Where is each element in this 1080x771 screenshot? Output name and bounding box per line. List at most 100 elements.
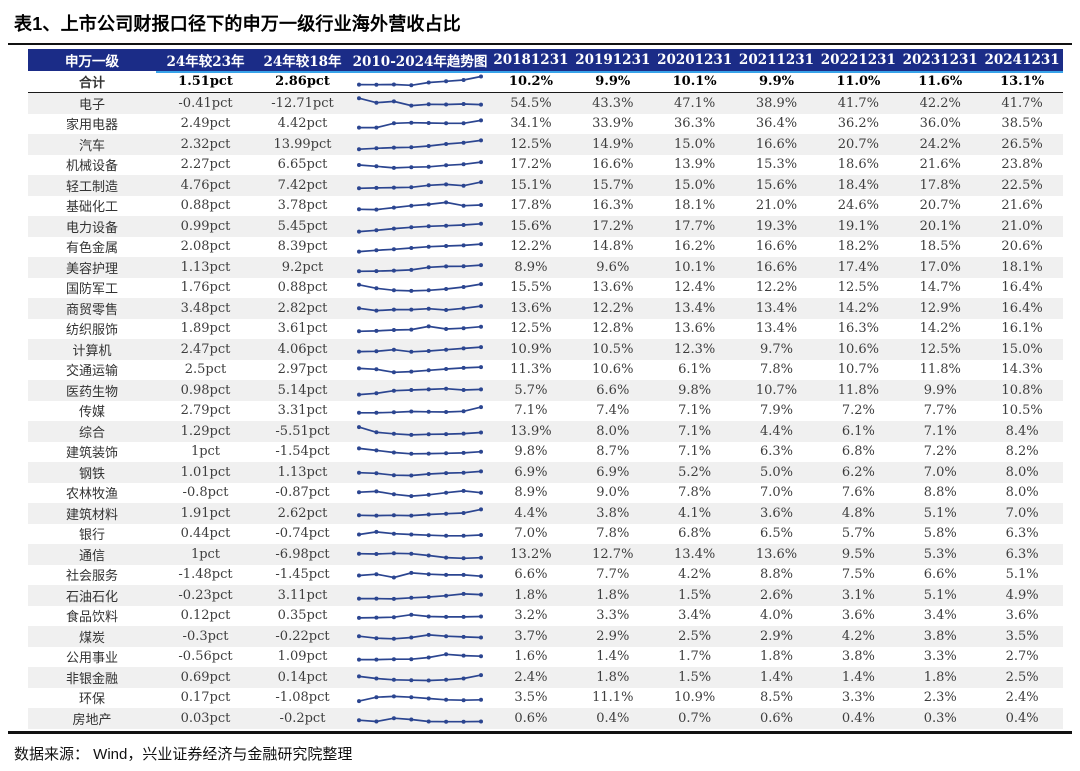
value-cell: 7.9% — [759, 403, 794, 419]
value-cell: 24.6% — [837, 198, 880, 214]
industry-name-cell: 煤炭 — [78, 630, 105, 646]
value-cell: 10.9% — [673, 690, 716, 706]
value-cell: 17.8% — [919, 177, 961, 193]
vs-2023-cell: 3.48pct — [180, 300, 231, 316]
value-cell: 2.3% — [923, 690, 957, 706]
vs-2023-cell: 0.99pct — [180, 218, 231, 234]
trend-cell — [350, 668, 490, 687]
value-cell: 13.2% — [510, 546, 552, 562]
trend-cell — [350, 709, 490, 728]
vs-2023-cell: -0.41pct — [178, 95, 233, 111]
value-cell: 14.2% — [919, 321, 961, 337]
trend-sparkline — [357, 446, 483, 457]
value-cell: 2.5% — [1005, 669, 1039, 685]
industry-name-cell: 电子 — [78, 97, 105, 113]
value-cell: 18.4% — [837, 177, 880, 193]
trend-sparkline — [357, 591, 483, 601]
value-cell: 20.7% — [837, 136, 880, 152]
value-cell: 9.9% — [595, 74, 631, 89]
value-cell: 5.7% — [841, 526, 875, 542]
value-cell: 15.6% — [510, 218, 552, 234]
value-cell: 13.4% — [755, 300, 798, 316]
value-cell: 1.5% — [678, 669, 712, 685]
value-cell: 3.2% — [514, 608, 548, 624]
trend-sparkline — [357, 74, 483, 88]
col-header-20241231: 20241231 — [984, 52, 1060, 68]
value-cell: 36.2% — [837, 116, 880, 132]
value-cell: 12.5% — [837, 280, 880, 296]
vs-2023-cell: 4.76pct — [180, 177, 231, 193]
value-cell: 7.5% — [841, 567, 875, 583]
value-cell: 0.6% — [514, 710, 548, 726]
vs-2018-cell: 9.2pct — [281, 259, 324, 275]
value-cell: 7.8% — [759, 362, 794, 378]
trend-sparkline — [357, 200, 483, 212]
trend-cell — [350, 586, 490, 605]
trend-sparkline — [357, 179, 483, 191]
vs-2023-cell: 1.76pct — [180, 280, 231, 296]
value-cell: 13.4% — [673, 300, 716, 316]
value-cell: 8.2% — [1005, 444, 1039, 460]
vs-2018-cell: 2.82pct — [277, 300, 328, 316]
industry-name-cell: 有色金属 — [65, 241, 118, 257]
industry-name-cell: 医药生物 — [65, 384, 118, 400]
value-cell: 7.1% — [514, 403, 548, 419]
trend-cell — [350, 340, 490, 359]
trend-cell — [350, 688, 490, 707]
value-cell: 36.3% — [673, 116, 716, 132]
value-cell: 1.8% — [596, 669, 630, 685]
trend-cell — [350, 463, 490, 482]
table-row: 国防军工 1.76pct 0.88pct 15.5% 13.6% 12.4% 12.2% 12… — [28, 278, 1063, 299]
trend-cell — [350, 442, 490, 461]
value-cell: 1.7% — [678, 649, 712, 665]
value-cell: 4.4% — [514, 505, 548, 521]
industry-name-cell: 农林牧渔 — [65, 487, 118, 503]
vs-2023-cell: 2.79pct — [180, 403, 231, 419]
table-header-row: 申万一级 24年较23年 24年较18年 2010-2024年趋势图 20181… — [28, 49, 1063, 73]
value-cell: 2.5% — [678, 628, 712, 644]
industry-name-cell: 国防军工 — [65, 282, 118, 298]
trend-cell — [350, 504, 490, 523]
industry-name-cell: 综合 — [78, 425, 105, 441]
value-cell: 7.1% — [678, 403, 712, 419]
value-cell: 10.5% — [1001, 403, 1043, 419]
value-cell: 14.8% — [592, 239, 634, 255]
table-row: 交通运输 2.5pct 2.97pct 11.3% 10.6% 6.1% 7.8% 10.7%… — [28, 360, 1063, 381]
value-cell: 33.9% — [592, 116, 634, 132]
trend-sparkline — [357, 160, 483, 171]
value-cell: 6.2% — [841, 464, 875, 480]
value-cell: 5.1% — [923, 587, 957, 603]
trend-sparkline — [357, 118, 483, 130]
value-cell: 13.4% — [755, 321, 798, 337]
value-cell: 5.1% — [923, 505, 957, 521]
industry-name-cell: 传媒 — [78, 405, 105, 421]
trend-sparkline — [357, 612, 483, 621]
vs-2018-cell: 4.42pct — [277, 116, 328, 132]
value-cell: 0.4% — [596, 710, 630, 726]
value-cell: 10.6% — [837, 341, 880, 357]
trend-sparkline — [357, 632, 483, 641]
value-cell: 1.5% — [678, 587, 712, 603]
table-row: 基础化工 0.88pct 3.78pct 17.8% 16.3% 18.1% 21.0% 24… — [28, 196, 1063, 217]
col-header-20211231: 20211231 — [738, 52, 815, 68]
trend-cell — [350, 606, 490, 625]
value-cell: 3.4% — [923, 608, 957, 624]
value-cell: 1.8% — [759, 649, 794, 665]
value-cell: 42.2% — [919, 95, 961, 111]
value-cell: 10.8% — [1001, 382, 1043, 398]
value-cell: 1.8% — [514, 587, 548, 603]
industry-name-cell: 公用事业 — [65, 651, 118, 667]
value-cell: 14.7% — [919, 280, 961, 296]
value-cell: 16.4% — [1001, 280, 1043, 296]
col-header-20231231: 20231231 — [902, 52, 978, 68]
value-cell: 9.7% — [759, 341, 794, 357]
value-cell: 0.4% — [841, 710, 875, 726]
value-cell: 5.2% — [678, 464, 712, 480]
value-cell: 0.3% — [923, 710, 957, 726]
vs-2018-cell: 8.39pct — [277, 239, 328, 255]
industry-name-cell: 美容护理 — [65, 261, 118, 277]
value-cell: 7.2% — [923, 444, 957, 460]
industry-name-cell: 基础化工 — [65, 200, 118, 216]
trend-sparkline — [357, 507, 483, 518]
industry-name-cell: 食品饮料 — [65, 610, 118, 626]
